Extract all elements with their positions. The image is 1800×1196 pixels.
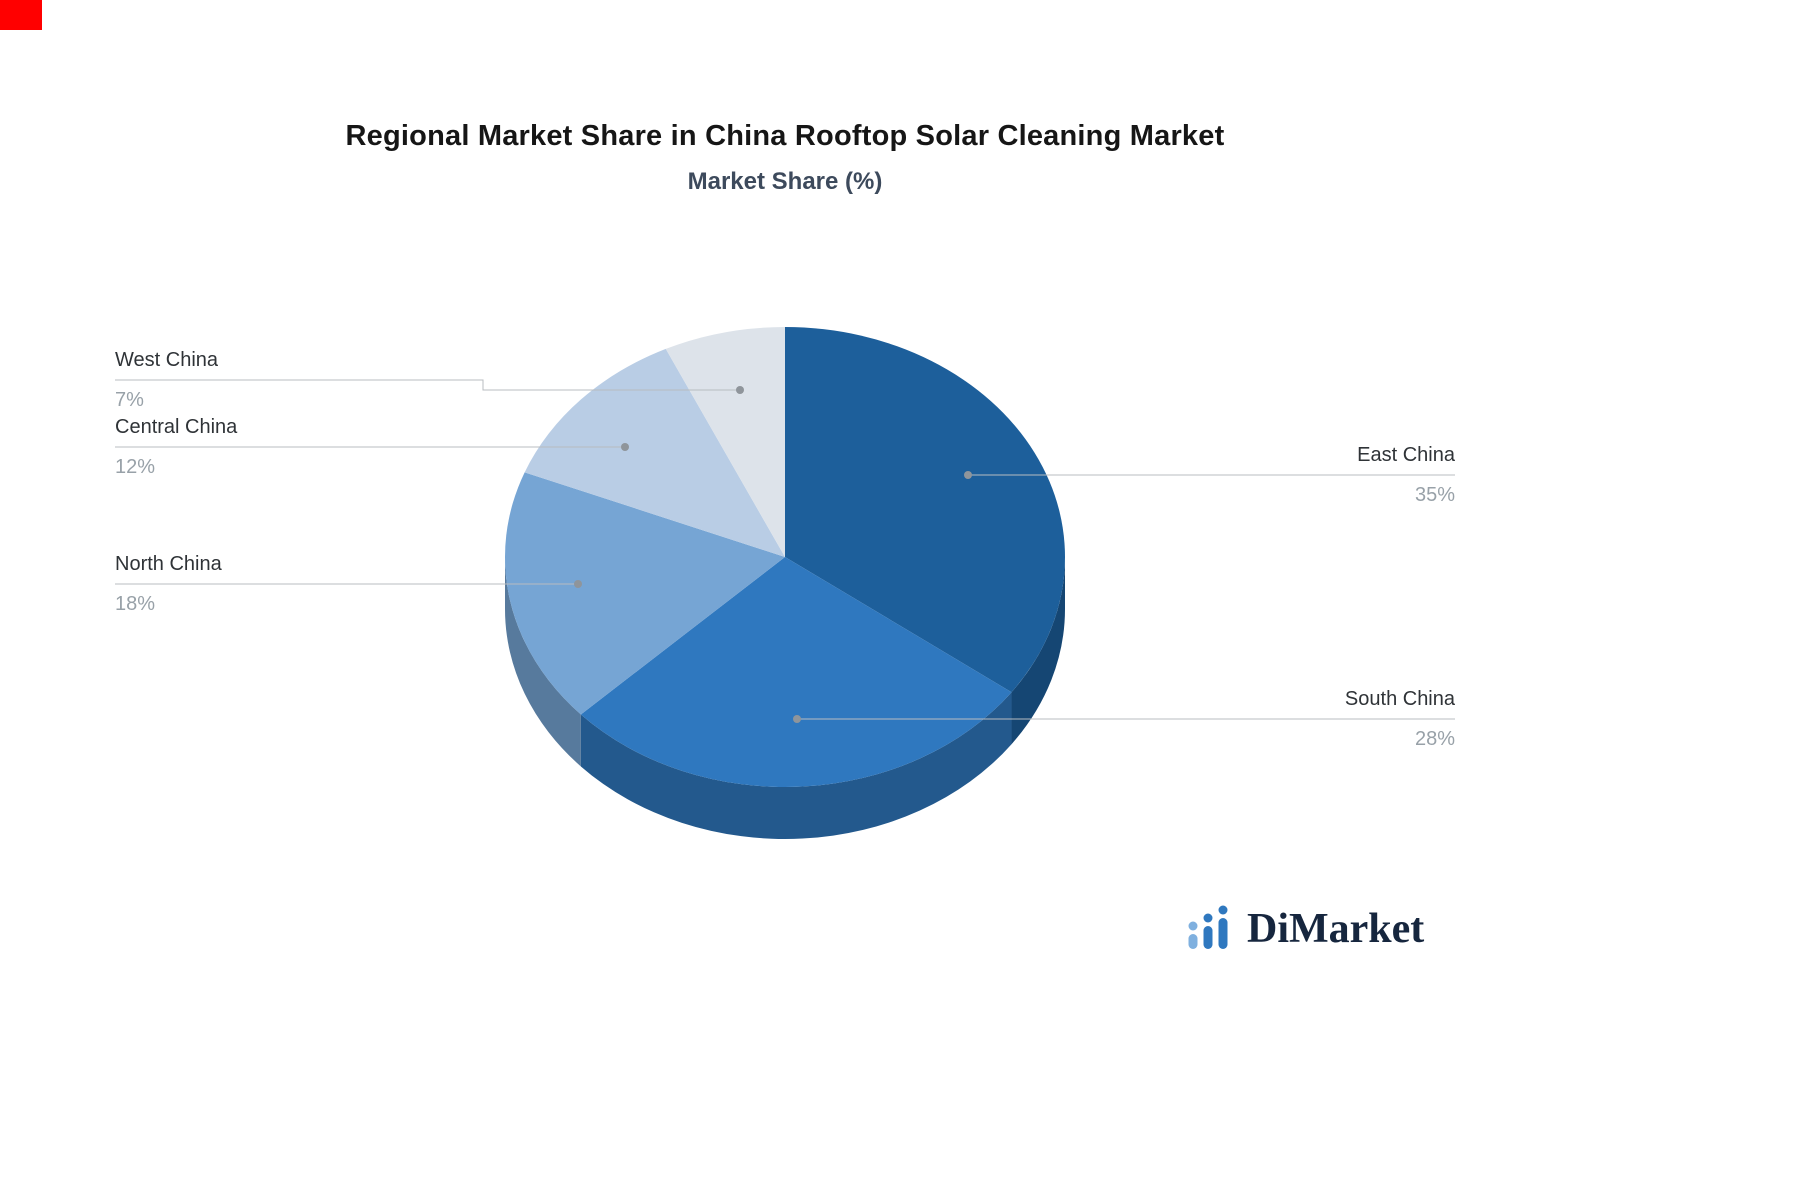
leader-dot-north-china — [574, 580, 582, 588]
slice-label-name: West China — [115, 349, 219, 371]
bar-chart-logo-icon — [1188, 905, 1228, 949]
slice-label-name: Central China — [115, 416, 238, 438]
pie-slice-south-china[interactable] — [580, 557, 1012, 787]
pie-3d — [505, 327, 1065, 840]
pie-side-east-china — [1011, 557, 1065, 745]
chart-subtitle: Market Share (%) — [687, 168, 883, 195]
red-corner-marker — [0, 0, 42, 30]
brand-logo: DiMarket — [1183, 903, 1424, 953]
slice-label-south-china: South China 28% — [1345, 686, 1455, 752]
slice-label-west-china: West China 7% — [115, 347, 218, 413]
leader-lines — [115, 379, 1455, 723]
pie-side-south-china — [580, 692, 1012, 840]
pie-slice-east-china[interactable] — [785, 327, 1065, 693]
leader-dot-east-china — [964, 471, 972, 479]
slice-label-east-china: East China 35% — [1357, 442, 1455, 508]
pie-slice-west-china[interactable] — [665, 327, 785, 557]
slice-label-name: North China — [115, 553, 222, 575]
slice-label-central-china: Central China 12% — [115, 414, 237, 480]
brand-logo-text: DiMarket — [1247, 906, 1425, 952]
slice-label-name: East China — [1357, 444, 1455, 466]
pie-side-north-china — [505, 557, 581, 767]
leader-dot-south-china — [793, 715, 801, 723]
pie-slice-north-china[interactable] — [505, 472, 785, 715]
leader-line-west-china — [115, 379, 740, 391]
leader-dot-central-china — [621, 443, 629, 451]
slice-label-name: South China — [1344, 688, 1455, 710]
leader-dot-west-china — [736, 386, 744, 394]
slice-label-percent: 7% — [115, 389, 144, 411]
slice-label-percent: 35% — [1414, 484, 1455, 506]
pie-slice-central-china[interactable] — [524, 348, 785, 557]
chart-title: Regional Market Share in China Rooftop S… — [345, 120, 1225, 152]
slice-label-north-china: North China 18% — [115, 551, 222, 617]
slice-label-percent: 28% — [1414, 728, 1455, 750]
slice-label-percent: 18% — [115, 593, 156, 615]
slice-label-percent: 12% — [115, 456, 156, 478]
